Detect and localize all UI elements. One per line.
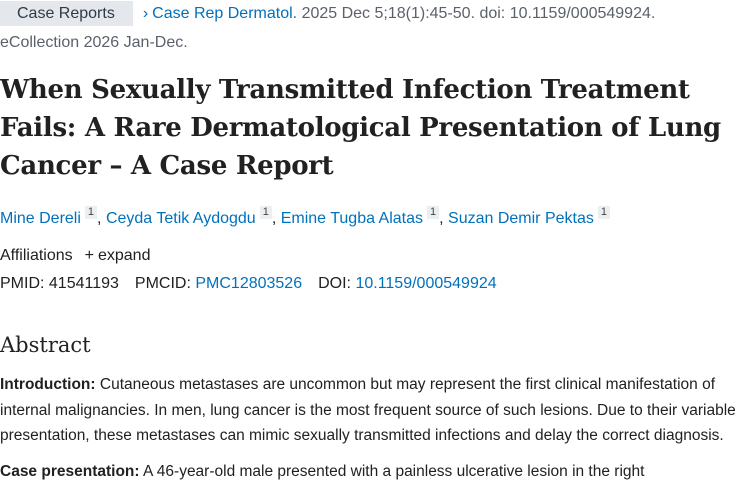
chevron-icon: › <box>142 5 149 22</box>
identifier-value: 41541193 <box>48 275 119 292</box>
citation-line: Case Reports › Case Rep Dermatol. 2025 Dec… <box>0 1 655 26</box>
author-list: Mine Dereli 1, Ceyda Tetik Aydogdu 1, Emin… <box>0 206 610 231</box>
author-link[interactable]: Ceyda Tetik Aydogdu <box>105 210 256 227</box>
abstract-heading: Abstract <box>0 333 91 357</box>
author-link[interactable]: Mine Dereli <box>0 210 81 227</box>
affiliation-number[interactable]: 1 <box>84 206 98 219</box>
identifiers: PMID: 41541193 PMCID: PMC12803526 DOI: 10.… <box>0 272 513 296</box>
affiliation-number[interactable]: 1 <box>427 206 440 219</box>
plus-icon[interactable]: + <box>84 247 94 264</box>
identifier-link[interactable]: 10.1159/000549924 <box>355 275 497 292</box>
expand-toggle[interactable]: expand <box>97 247 151 264</box>
affiliations: Affiliations + expand <box>0 244 150 268</box>
abstract-section: Case presentation: A 46-year-old male pr… <box>0 459 750 485</box>
section-label: Case presentation: <box>0 462 140 480</box>
publication-type[interactable]: Case Reports <box>0 1 133 26</box>
identifier-label: PMCID: <box>134 275 191 292</box>
section-text: Cutaneous metastases are uncommon but ma… <box>0 376 736 444</box>
identifier-label: PMID: <box>0 275 45 292</box>
identifier-label: DOI: <box>318 275 351 292</box>
identifier: PMID: 41541193 <box>0 275 119 292</box>
ecollection: eCollection 2026 Jan-Dec. <box>0 34 188 51</box>
affiliations-label: Affiliations <box>0 247 73 264</box>
article-title: When Sexually Transmitted Infection Trea… <box>0 75 721 181</box>
section-label: Introduction: <box>0 376 96 393</box>
section-text: A 46-year-old male presented with a pain… <box>143 462 645 480</box>
abstract-body: Introduction: Cutaneous metastases are u… <box>0 372 750 494</box>
author-link[interactable]: Suzan Demir Pektas <box>448 210 594 227</box>
identifier-link[interactable]: PMC12803526 <box>195 275 303 292</box>
affiliation-number[interactable]: 1 <box>259 206 272 219</box>
identifier: DOI: 10.1159/000549924 <box>318 275 497 292</box>
abstract-section: Introduction: Cutaneous metastases are u… <box>0 372 750 449</box>
citation: 2025 Dec 5;18(1):45-50. doi: 10.1159/000… <box>301 5 656 22</box>
author-link[interactable]: Emine Tugba Alatas <box>280 210 424 227</box>
identifier: PMCID: PMC12803526 <box>135 275 302 292</box>
affiliation-number[interactable]: 1 <box>597 206 610 219</box>
journal-link[interactable]: Case Rep Dermatol. <box>152 5 298 22</box>
